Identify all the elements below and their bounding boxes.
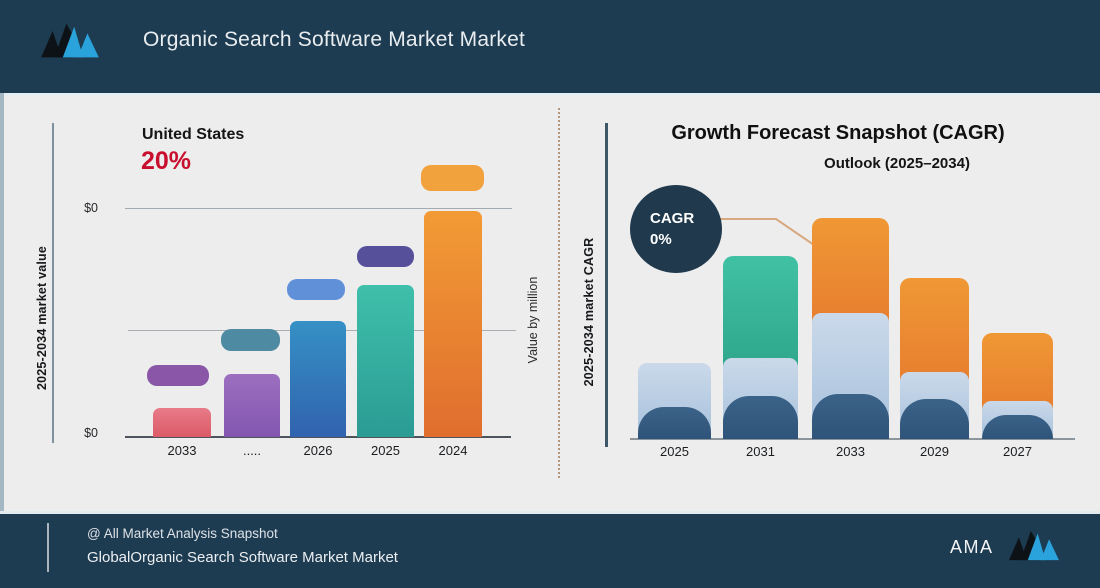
- left-chart-y-axis: [52, 123, 54, 443]
- page-title: Organic Search Software Market Market: [143, 28, 526, 51]
- left-bar: [153, 408, 211, 437]
- value-by-million-label: Value by million: [526, 276, 540, 364]
- right-bar-top-segment: [982, 333, 1053, 411]
- ama-logo-icon: [41, 23, 99, 58]
- right-bar-base-dome: [638, 407, 711, 439]
- right-bar-middle-segment: [638, 363, 711, 439]
- right-chart-subtitle: Outlook (2025–2034): [824, 155, 970, 172]
- x-axis-label: 2025: [660, 444, 689, 459]
- left-chart-ytick-bottom: $0: [84, 426, 98, 440]
- footer-brand-text: AMA: [950, 537, 994, 557]
- right-chart-title: Growth Forecast Snapshot (CAGR): [671, 122, 1005, 144]
- footer-divider: [47, 523, 49, 572]
- x-axis-label: 2033: [836, 444, 865, 459]
- right-bar-top-segment: [900, 278, 969, 382]
- right-bar-base-dome: [982, 415, 1053, 439]
- panel-divider: [558, 108, 560, 478]
- panel-top-edge: [0, 93, 1100, 96]
- right-bar-middle-segment: [900, 372, 969, 439]
- x-axis-label: 2024: [438, 443, 468, 458]
- right-bar-middle-segment: [723, 358, 798, 439]
- right-bar-middle-segment: [812, 313, 889, 439]
- footer-line1: @ All Market Analysis Snapshot: [87, 526, 278, 541]
- cagr-badge-line1: CAGR: [650, 210, 695, 227]
- footer-bar: [0, 514, 1100, 588]
- ama-logo-footer-icon: [1009, 530, 1059, 561]
- x-axis-label: 2025: [371, 443, 400, 458]
- left-bar-cap: [357, 246, 414, 267]
- left-bar: [290, 321, 346, 437]
- cagr-badge: CAGR 0%: [630, 185, 722, 273]
- left-bar-cap: [421, 165, 484, 191]
- left-chart-highlight-value: 20%: [141, 147, 192, 175]
- right-bar-base-dome: [812, 394, 889, 439]
- left-bar-cap: [147, 365, 209, 386]
- x-axis-label: 2027: [1003, 444, 1032, 459]
- right-bar-top-segment: [723, 256, 798, 368]
- right-bar-base-dome: [900, 399, 969, 439]
- left-bar: [357, 285, 414, 437]
- x-axis-label: 2029: [920, 444, 949, 459]
- x-axis-label: 2033: [167, 443, 197, 458]
- cagr-badge-line2: 0%: [650, 231, 672, 248]
- left-chart-ytick-top: $0: [84, 201, 98, 215]
- header-bar: [0, 0, 1100, 93]
- left-bar-cap: [221, 329, 280, 351]
- right-bar-base-dome: [723, 396, 798, 439]
- left-chart-gridline-mid: [128, 330, 516, 331]
- right-chart-y-axis-label: 2025-2034 market CAGR: [582, 237, 596, 387]
- panel-left-edge: [0, 93, 4, 514]
- left-chart-baseline: [125, 436, 511, 438]
- left-chart-title: United States: [142, 126, 245, 143]
- x-axis-label: 2031: [746, 444, 775, 459]
- right-bar-top-segment: [812, 218, 889, 323]
- right-bar-middle-segment: [982, 401, 1053, 439]
- left-chart-gridline-top: [125, 208, 512, 209]
- x-axis-label: 2026: [303, 443, 333, 458]
- cagr-annotation: 0: [823, 240, 833, 259]
- panel-bottom-edge: [0, 511, 1100, 514]
- right-chart-y-axis: [605, 123, 608, 447]
- left-chart-y-axis-label: 2025-2034 market value: [35, 245, 49, 391]
- left-bar: [424, 211, 482, 437]
- right-chart-baseline: [630, 438, 1075, 440]
- x-axis-label: .....: [242, 443, 262, 458]
- footer-line2: GlobalOrganic Search Software Market Mar…: [87, 549, 398, 566]
- left-bar-cap: [287, 279, 345, 300]
- left-bar: [224, 374, 280, 437]
